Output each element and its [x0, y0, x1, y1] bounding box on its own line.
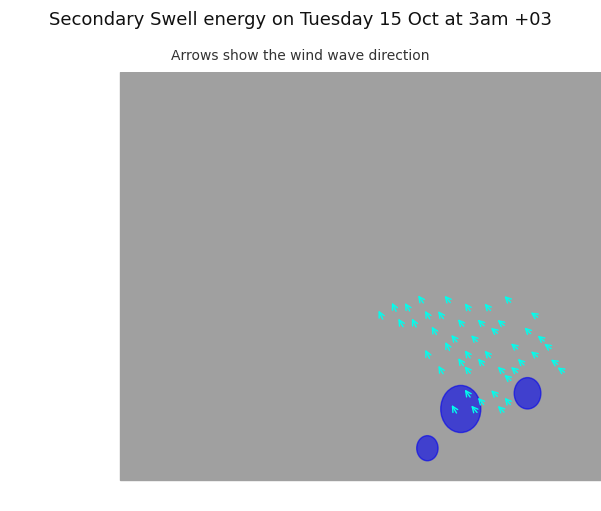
Circle shape	[514, 378, 541, 409]
Bar	[120, 72, 601, 480]
Circle shape	[441, 385, 481, 432]
Circle shape	[416, 436, 438, 461]
Text: Secondary Swell energy on Tuesday 15 Oct at 3am +03: Secondary Swell energy on Tuesday 15 Oct…	[49, 11, 552, 29]
Text: Arrows show the wind wave direction: Arrows show the wind wave direction	[171, 49, 430, 63]
